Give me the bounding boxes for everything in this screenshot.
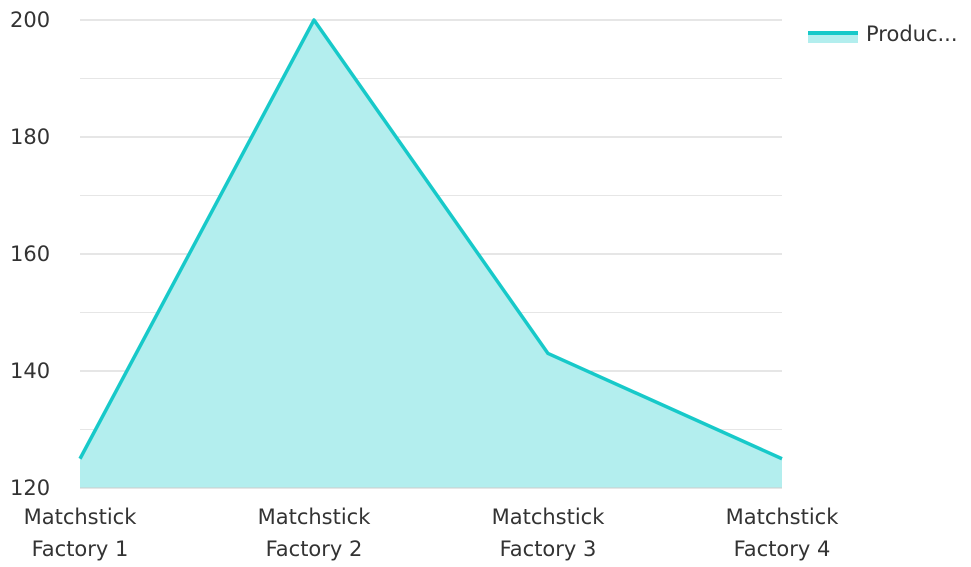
y-tick-label: 200 [10,8,50,32]
x-tick-label: Matchstick Factory 1 [24,505,138,561]
legend-swatch-fill [808,33,858,43]
data-point[interactable] [777,454,787,464]
data-point[interactable] [543,348,553,358]
x-tick-label: Matchstick Factory 4 [726,505,840,561]
y-tick-label: 120 [10,476,50,500]
x-tick-label: Matchstick Factory 3 [492,505,606,561]
legend[interactable]: Produc... [808,22,958,46]
x-tick-label: Matchstick Factory 2 [258,505,372,561]
y-tick-label: 180 [10,125,50,149]
x-axis: Matchstick Factory 1 Matchstick Factory 2 Ma… [24,487,840,561]
series-line [78,18,783,461]
y-tick-label: 140 [10,359,50,383]
series-area [80,20,782,488]
data-point[interactable] [75,454,85,464]
legend-label: Produc... [866,22,958,46]
y-tick-label: 160 [10,242,50,266]
data-point[interactable] [309,15,319,25]
y-axis: 120 140 160 180 200 [10,8,50,500]
area-layer [75,15,787,488]
